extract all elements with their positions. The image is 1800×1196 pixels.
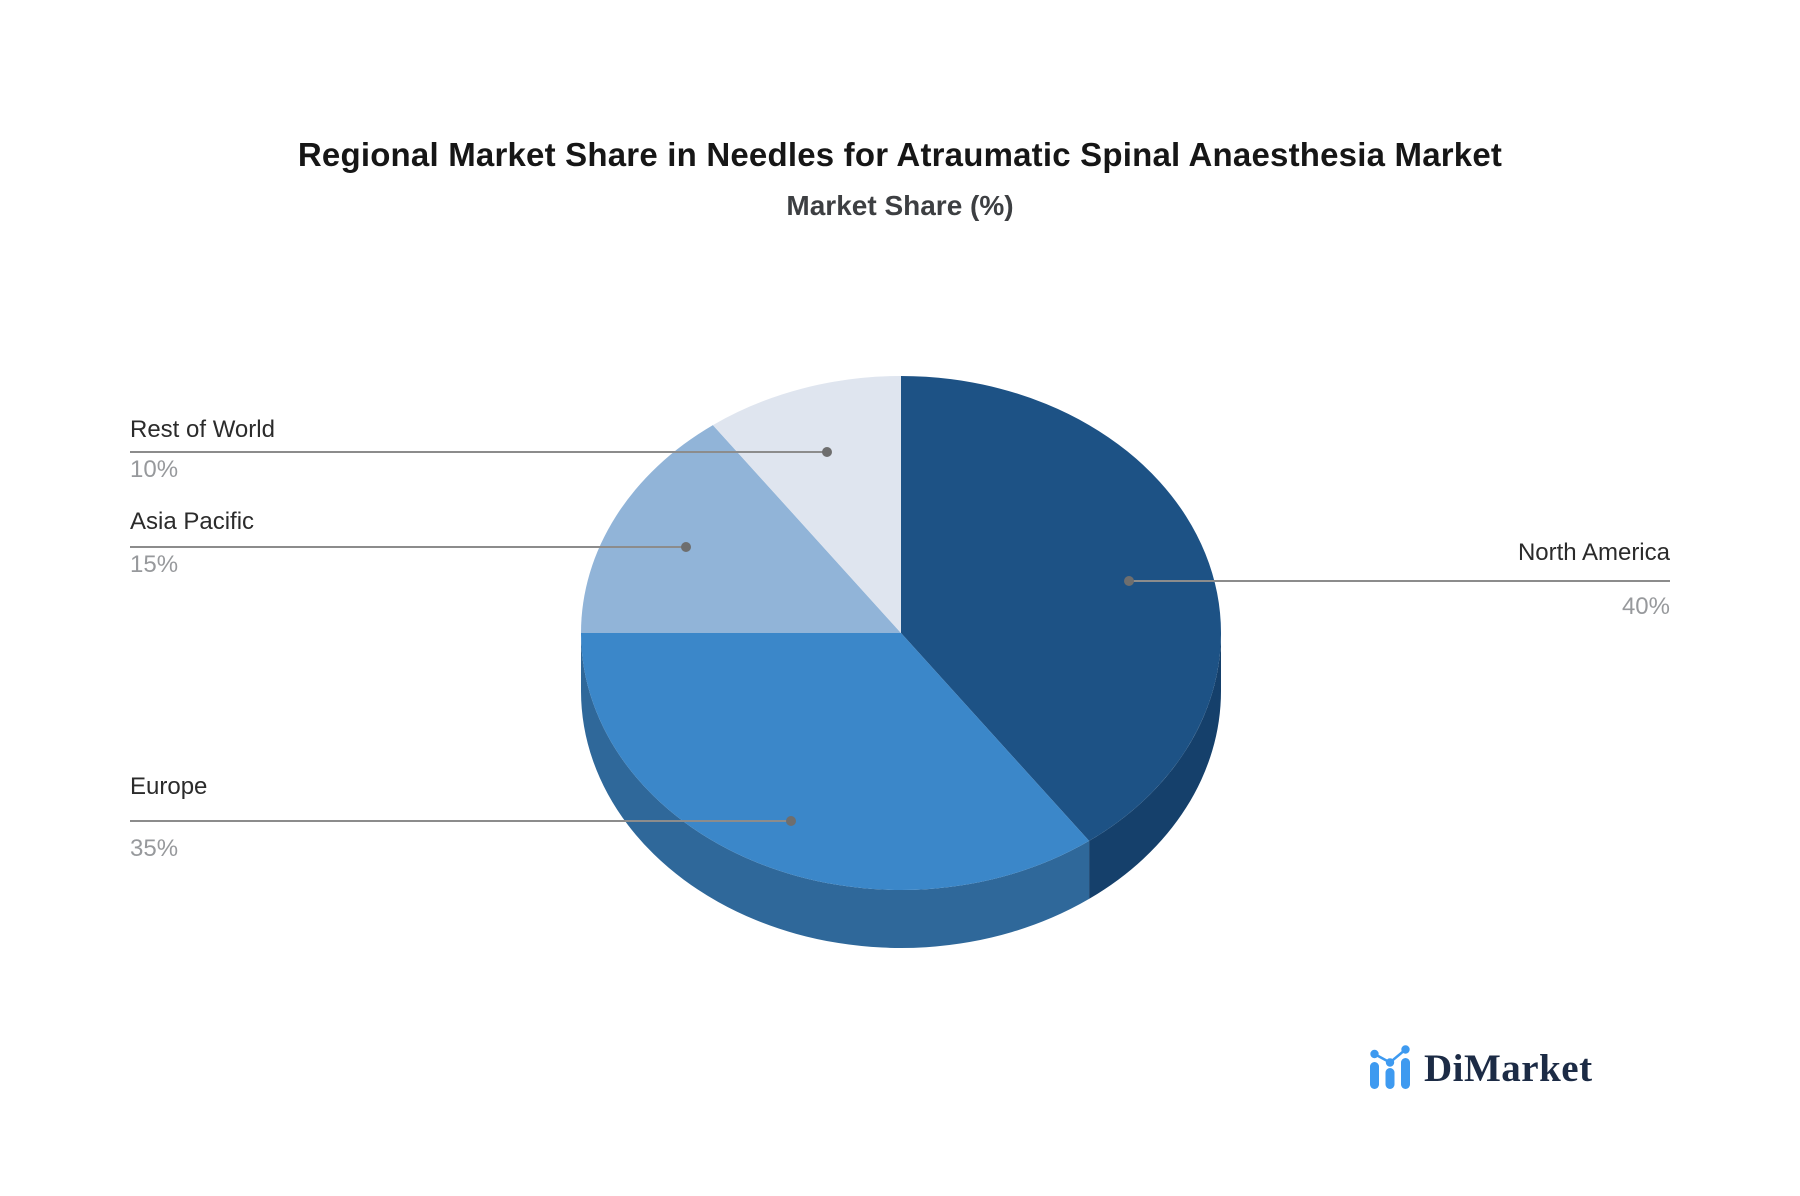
leader-dot-asia-pacific [681,542,691,552]
pie-slice-asia-pacific [581,425,901,633]
pie-slice-rest-of-world [712,376,901,633]
pie-side-north-america [1089,633,1221,899]
leader-dot-north-america [1124,576,1134,586]
slice-value-europe: 35% [130,835,179,862]
slice-label-rest-of-world: Rest of World [130,416,275,443]
pie-slice-europe [581,633,1090,890]
chart-subtitle: Market Share (%) [786,190,1014,221]
slice-value-north-america: 40% [1621,593,1670,620]
pie-side-europe [581,633,1090,948]
chart-title: Regional Market Share in Needles for Atr… [297,136,1503,173]
leader-lines [130,447,1670,826]
brand-name: DiMarket [1424,1046,1593,1090]
slice-value-asia-pacific: 15% [130,551,179,578]
brand-logo: DiMarket [1367,1044,1593,1092]
leader-dot-rest-of-world [822,447,832,457]
leader-dot-europe [786,816,796,826]
slice-label-north-america: North America [1517,539,1670,566]
bar-line-chart-icon [1370,1045,1410,1089]
pie-slice-north-america [901,376,1222,841]
slice-value-rest-of-world: 10% [130,456,179,483]
slice-label-europe: Europe [130,773,208,800]
slice-label-asia-pacific: Asia Pacific [130,508,255,535]
